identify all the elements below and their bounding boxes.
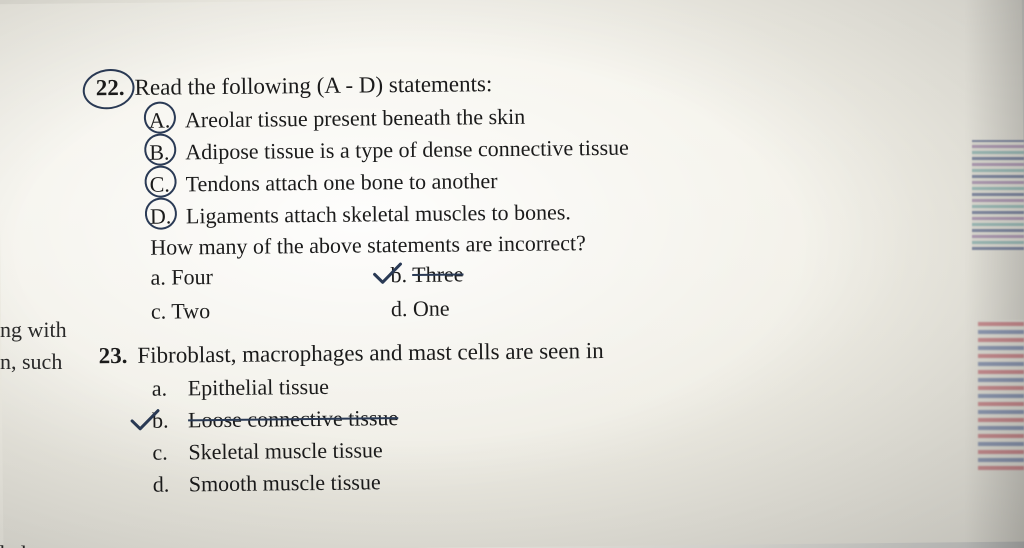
answer-label: d. bbox=[153, 468, 181, 500]
margin-fragment bbox=[0, 218, 70, 250]
q23-number-text: 23. bbox=[99, 343, 128, 368]
answer-text: Two bbox=[171, 298, 210, 323]
q23-head: 23. Fibroblast, macrophages and mast cel… bbox=[91, 334, 985, 369]
statement-label: C. bbox=[149, 168, 177, 200]
margin-fragment: ng with bbox=[0, 314, 70, 346]
q23-answers: a.Epithelial tissueb.Loose connective ti… bbox=[92, 364, 987, 501]
question-23: 23. Fibroblast, macrophages and mast cel… bbox=[91, 334, 987, 501]
margin-fragment bbox=[0, 442, 70, 474]
answer-option: b. Three bbox=[390, 256, 630, 293]
answer-option: a. Four bbox=[150, 258, 390, 295]
margin-fragment bbox=[0, 282, 70, 314]
q22-statements: A.Areolar tissue present beneath the ski… bbox=[89, 96, 984, 233]
answer-text: One bbox=[413, 296, 450, 321]
q22-stem: Read the following (A - D) statements: bbox=[134, 71, 492, 101]
question-22: 22. Read the following (A - D) statement… bbox=[88, 66, 985, 329]
q22-head: 22. Read the following (A - D) statement… bbox=[88, 66, 982, 101]
margin-fragment bbox=[0, 378, 70, 410]
answer-text: Four bbox=[171, 264, 213, 289]
margin-fragment bbox=[0, 506, 70, 538]
pen-circle-icon bbox=[142, 100, 177, 135]
q23-number: 23. bbox=[91, 343, 127, 369]
margin-fragment bbox=[0, 410, 70, 442]
answer-label: b. bbox=[390, 262, 412, 287]
book-page-edge-icon bbox=[978, 320, 1024, 470]
answer-text: Epithelial tissue bbox=[188, 371, 329, 404]
margin-fragment bbox=[0, 250, 70, 282]
answer-label: b. bbox=[152, 404, 180, 436]
q22-answers: a. Fourb. Threec. Twod. One bbox=[90, 252, 985, 329]
pen-circle-icon bbox=[143, 196, 178, 231]
statement-text: Tendons attach one bone to another bbox=[185, 165, 497, 200]
page-wrap: 22. Read the following (A - D) statement… bbox=[0, 0, 1024, 548]
answer-text: Loose connective tissue bbox=[188, 402, 398, 436]
statement-label: D. bbox=[150, 200, 178, 232]
pen-circle-icon bbox=[143, 164, 178, 199]
statement-text: Adipose tissue is a type of dense connec… bbox=[185, 132, 629, 169]
answer-label: c. bbox=[151, 299, 172, 324]
margin-fragment: n, such bbox=[0, 346, 70, 378]
answer-label: c. bbox=[152, 436, 180, 468]
margin-fragment bbox=[0, 474, 70, 506]
statement-label: A. bbox=[149, 104, 177, 136]
answer-option: c. Two bbox=[151, 292, 391, 329]
paper-sheet: 22. Read the following (A - D) statement… bbox=[0, 0, 1024, 548]
q22-number-text: 22. bbox=[96, 75, 125, 100]
statement-label: B. bbox=[149, 136, 177, 168]
statement-text: Ligaments attach skeletal muscles to bon… bbox=[186, 196, 571, 232]
q22-number: 22. bbox=[88, 75, 124, 101]
answer-text: Three bbox=[412, 261, 464, 287]
book-page-edge-icon bbox=[972, 140, 1024, 250]
answer-label: d. bbox=[391, 296, 413, 321]
pen-circle-icon bbox=[143, 132, 178, 167]
answer-label: a. bbox=[152, 372, 180, 404]
statement-text: Areolar tissue present beneath the skin bbox=[185, 101, 526, 137]
margin-fragment: below bbox=[0, 538, 70, 548]
margin-fragment bbox=[0, 186, 70, 218]
answer-text: Smooth muscle tissue bbox=[189, 466, 381, 500]
q23-stem: Fibroblast, macrophages and mast cells a… bbox=[137, 338, 603, 369]
answer-option: d. One bbox=[391, 290, 631, 327]
left-margin-cutoff: ng withn, such belowich onen along bbox=[0, 0, 70, 548]
answer-text: Skeletal muscle tissue bbox=[188, 434, 383, 468]
answer-label: a. bbox=[150, 264, 171, 289]
